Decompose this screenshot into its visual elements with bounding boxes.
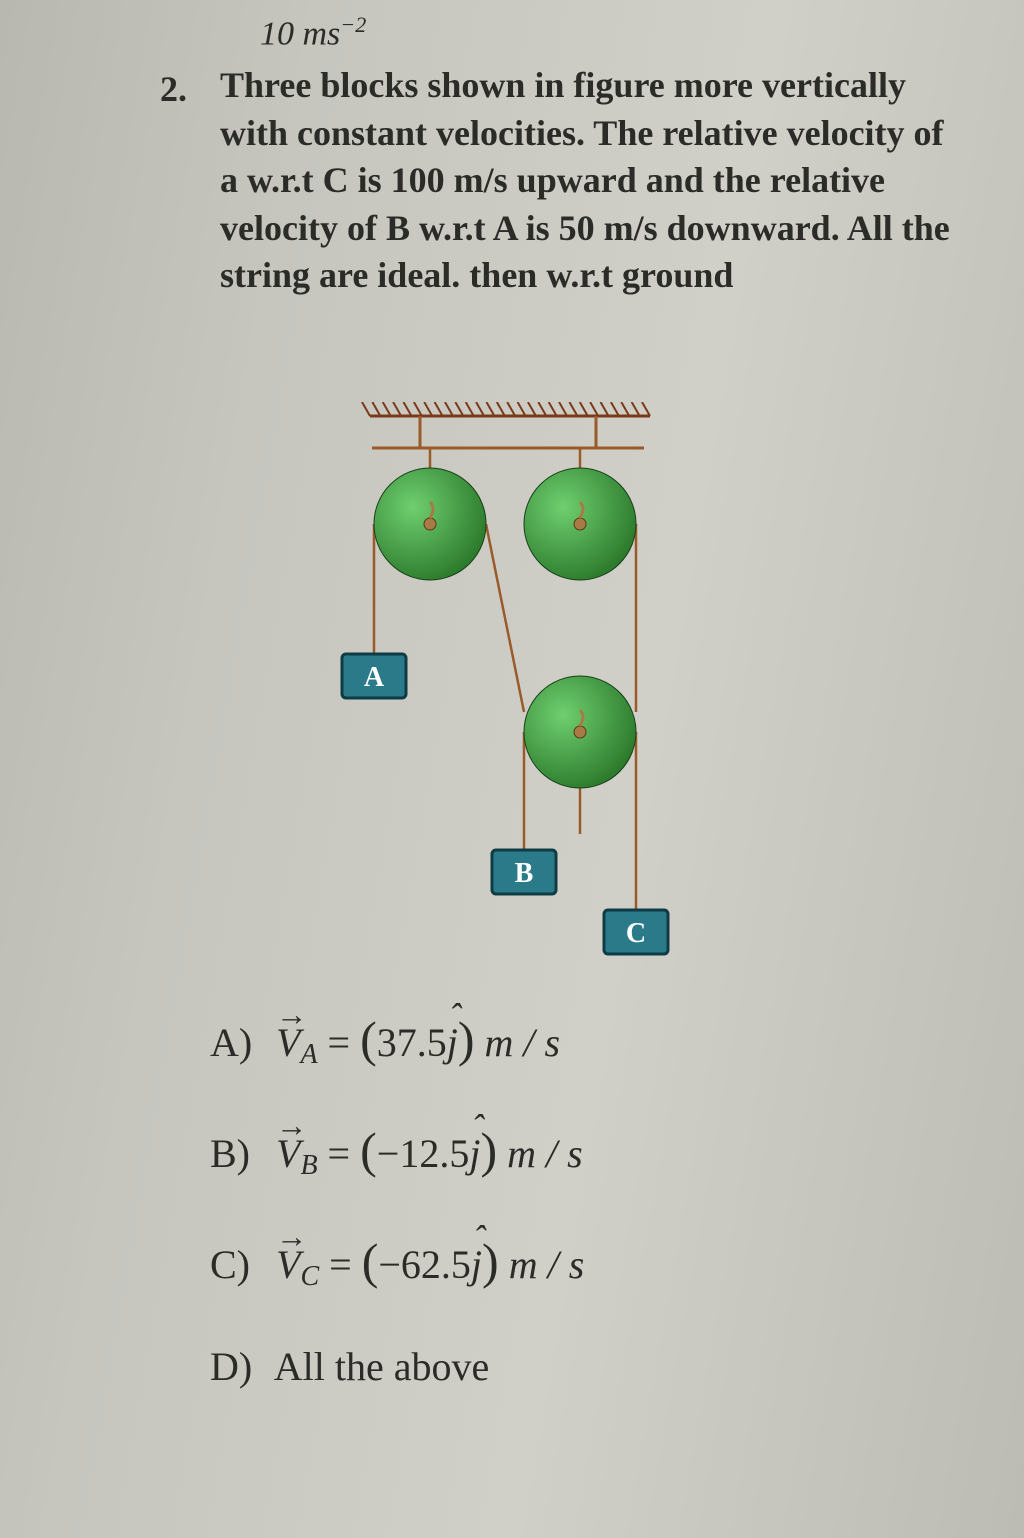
- option-c-jhat: j: [471, 1241, 482, 1288]
- option-c-eq: =: [329, 1242, 362, 1287]
- option-a[interactable]: A) VA = (37.5j) m / s: [210, 1010, 910, 1071]
- option-c-label: C): [210, 1241, 266, 1288]
- option-d-label: D): [210, 1343, 266, 1390]
- option-c-val: −62.5: [378, 1242, 471, 1287]
- option-b-unit: m / s: [507, 1131, 583, 1176]
- question-text: Three blocks shown in figure more vertic…: [220, 62, 970, 300]
- option-a-eq: =: [328, 1020, 361, 1065]
- option-c-unit: m / s: [509, 1242, 585, 1287]
- option-a-vector: V: [276, 1019, 300, 1066]
- prev-answer-value: 10 ms: [260, 15, 340, 52]
- option-a-label: A): [210, 1019, 266, 1066]
- option-b-jhat: j: [469, 1130, 480, 1177]
- option-c-sub: C: [300, 1261, 319, 1292]
- option-b-open: (: [360, 1122, 377, 1178]
- option-a-open: (: [360, 1011, 377, 1067]
- option-d-text: All the above: [274, 1344, 490, 1389]
- option-b-vector: V: [276, 1130, 300, 1177]
- diagram-svg: A B C: [280, 402, 740, 972]
- prev-answer-fragment: 10 ms−2: [260, 12, 366, 53]
- options-list: A) VA = (37.5j) m / s B) VB = (−12.5j) m…: [210, 1010, 910, 1440]
- option-c-vector: V: [276, 1241, 300, 1288]
- option-b[interactable]: B) VB = (−12.5j) m / s: [210, 1121, 910, 1182]
- svg-text:B: B: [515, 858, 534, 889]
- option-c[interactable]: C) VC = (−62.5j) m / s: [210, 1232, 910, 1293]
- svg-text:A: A: [364, 662, 385, 693]
- svg-text:C: C: [626, 918, 646, 949]
- question-number: 2.: [160, 68, 187, 110]
- option-d[interactable]: D) All the above: [210, 1343, 910, 1390]
- option-a-sub: A: [300, 1039, 317, 1070]
- option-a-val: 37.5: [377, 1020, 447, 1065]
- option-b-val: −12.5: [377, 1131, 470, 1176]
- option-a-jhat: j: [447, 1019, 458, 1066]
- option-b-eq: =: [328, 1131, 361, 1176]
- prev-answer-exponent: −2: [340, 12, 366, 37]
- option-a-unit: m / s: [485, 1020, 561, 1065]
- option-b-sub: B: [300, 1150, 317, 1181]
- pulley-diagram: A B C: [280, 402, 740, 972]
- option-b-label: B): [210, 1130, 266, 1177]
- page: 10 ms−2 2. Three blocks shown in figure …: [0, 0, 1024, 1538]
- option-c-open: (: [362, 1233, 379, 1289]
